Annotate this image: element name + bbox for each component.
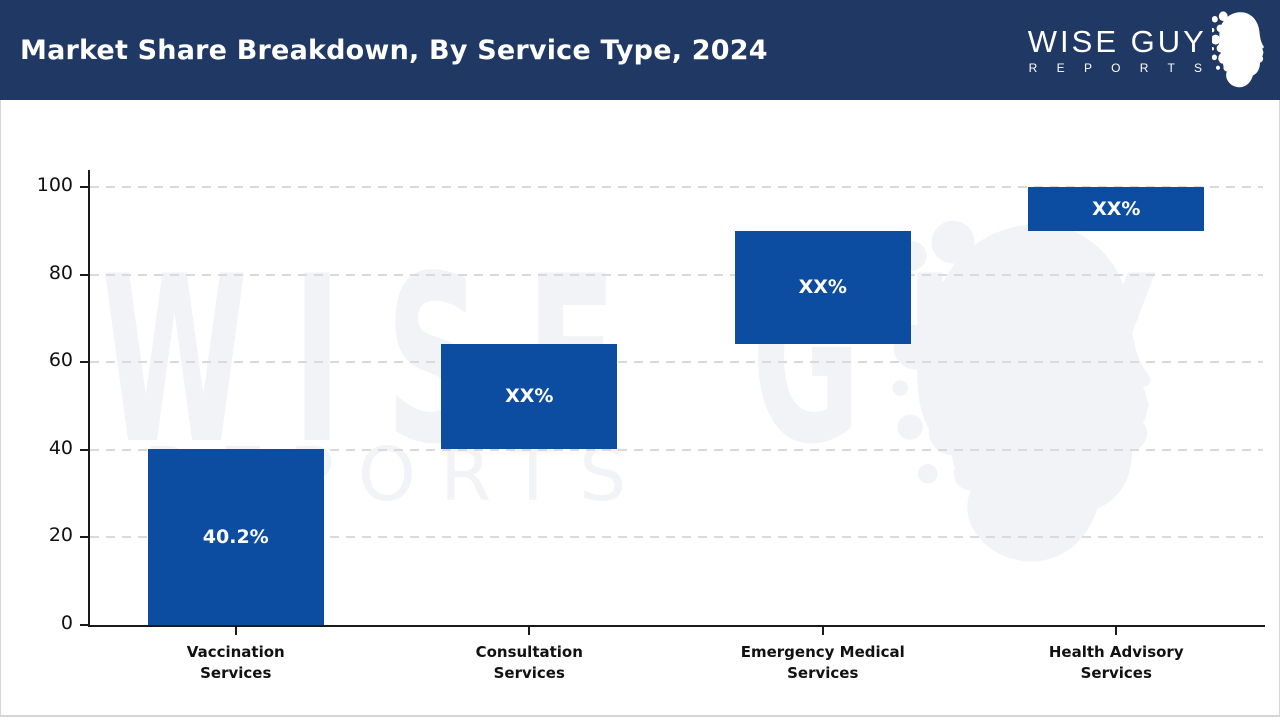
header-bar: Market Share Breakdown, By Service Type,…	[0, 0, 1280, 100]
x-category-label: Emergency Medical Services	[740, 643, 905, 682]
chart-title: Market Share Breakdown, By Service Type,…	[20, 34, 768, 66]
y-tick	[80, 536, 88, 539]
y-tick-label: 60	[48, 349, 73, 372]
y-tick-label: 80	[48, 261, 73, 284]
x-category-label: Consultation Services	[475, 643, 583, 682]
gridline	[90, 361, 1263, 364]
bar: XX%	[1028, 187, 1205, 231]
bar-value-label: 40.2%	[202, 525, 269, 548]
plot-area: 0 20 40 60 80 100 40.2% Vaccination Services XX%…	[1, 100, 1279, 715]
brand-wordmark-block: WISE GUY R E P O R T S	[1025, 26, 1210, 75]
gridline	[90, 273, 1263, 276]
x-axis-line	[88, 625, 1265, 627]
y-tick	[80, 624, 88, 626]
x-category-label: Health Advisory Services	[1048, 643, 1184, 682]
y-axis-line	[88, 170, 90, 627]
x-tick	[1115, 627, 1118, 635]
brand-head-icon	[1212, 11, 1264, 88]
chart-canvas: WISE GUY REPORTS 0 20 40 60 80 100 40.2% Vaccin…	[0, 100, 1280, 717]
gridline	[90, 448, 1263, 451]
y-tick-label: 40	[48, 436, 73, 459]
bar: XX%	[734, 230, 911, 344]
gridline	[90, 536, 1263, 539]
brand-wordmark: WISE GUY	[1027, 23, 1207, 59]
y-tick-label: 0	[60, 612, 73, 634]
x-tick	[821, 627, 824, 635]
bar: 40.2%	[147, 448, 324, 625]
bar-value-label: XX%	[1092, 197, 1141, 220]
gridline	[90, 186, 1263, 188]
y-tick	[80, 361, 88, 364]
bar-value-label: XX%	[505, 385, 554, 408]
x-tick	[234, 627, 237, 635]
bar: XX%	[441, 343, 618, 449]
x-category-label: Vaccination Services	[186, 643, 285, 682]
bar-value-label: XX%	[798, 276, 847, 299]
brand-wordmark-sub: R E P O R T S	[1028, 60, 1210, 75]
y-tick-label: 100	[36, 174, 73, 196]
y-tick	[80, 273, 88, 276]
y-tick	[80, 186, 88, 188]
x-tick	[528, 627, 531, 635]
y-tick	[80, 448, 88, 451]
brand-logo: WISE GUY R E P O R T S	[1025, 11, 1268, 89]
y-tick-label: 20	[48, 524, 73, 547]
